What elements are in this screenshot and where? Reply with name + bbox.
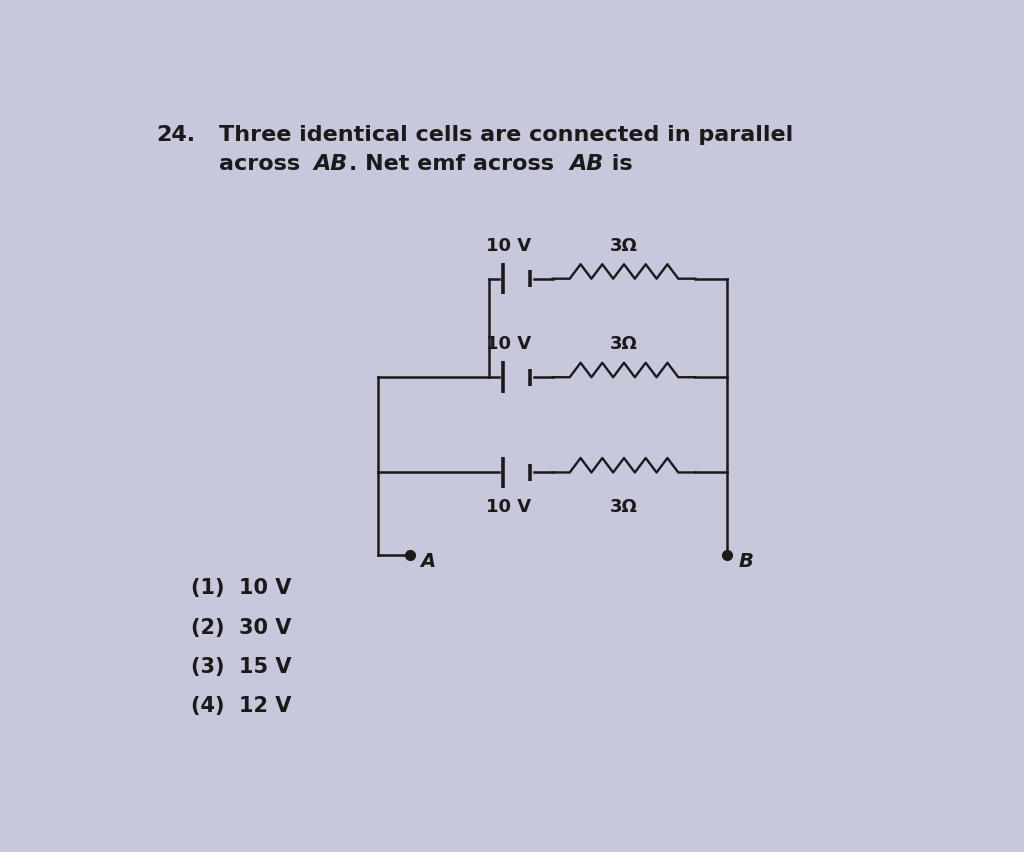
Text: 10 V: 10 V (486, 498, 531, 515)
Text: A: A (420, 551, 435, 571)
Text: (1)  10 V: (1) 10 V (191, 578, 292, 597)
Text: (2)  30 V: (2) 30 V (191, 617, 292, 637)
Text: Three identical cells are connected in parallel: Three identical cells are connected in p… (219, 125, 794, 145)
Text: 3Ω: 3Ω (610, 237, 638, 255)
Text: 10 V: 10 V (486, 237, 531, 255)
Text: (4)  12 V: (4) 12 V (191, 696, 292, 716)
Text: across: across (219, 153, 308, 174)
Text: . Net emf across: . Net emf across (348, 153, 561, 174)
Text: 3Ω: 3Ω (610, 335, 638, 353)
Text: AB: AB (569, 153, 603, 174)
Text: 3Ω: 3Ω (610, 498, 638, 515)
Text: 24.: 24. (156, 125, 195, 145)
Text: 10 V: 10 V (486, 335, 531, 353)
Text: AB: AB (313, 153, 348, 174)
Text: is: is (604, 153, 633, 174)
Text: B: B (739, 551, 754, 571)
Text: (3)  15 V: (3) 15 V (191, 656, 292, 676)
